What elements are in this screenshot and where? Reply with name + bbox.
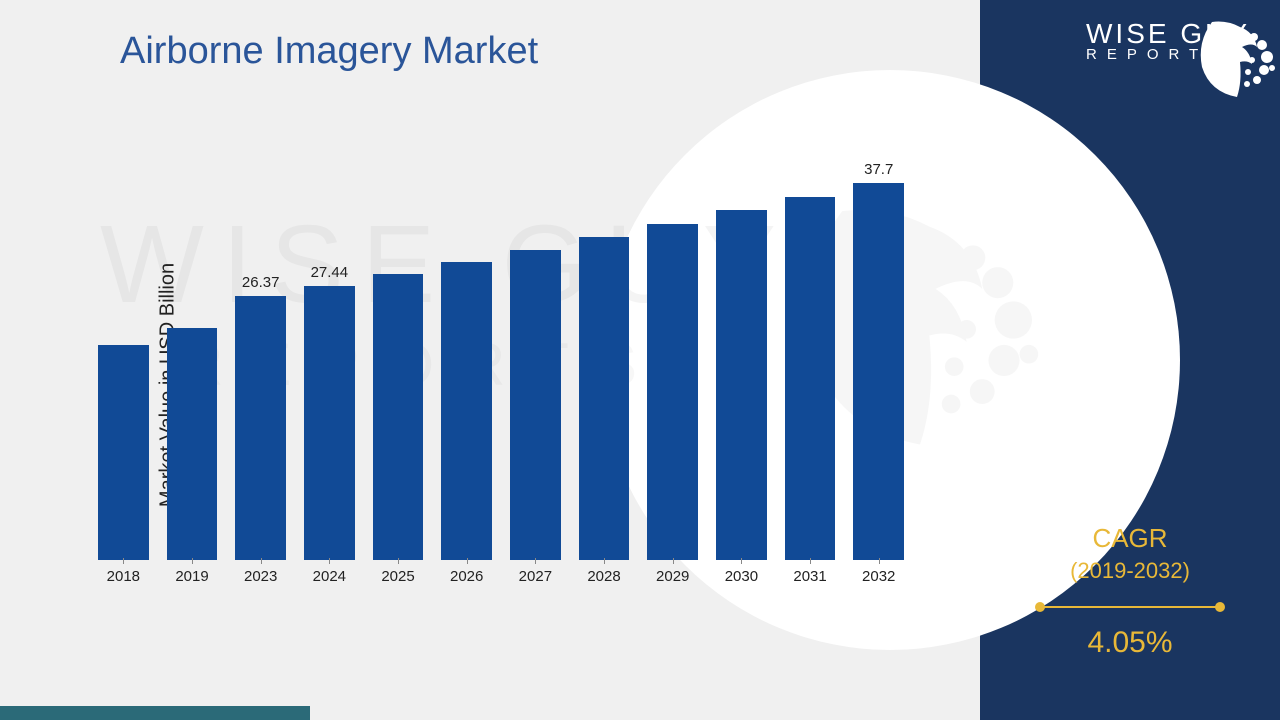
bar-column bbox=[785, 175, 836, 560]
bar bbox=[441, 262, 492, 560]
bar-column: 27.44 bbox=[304, 264, 355, 560]
bar-value-label: 26.37 bbox=[242, 274, 280, 292]
bar bbox=[235, 296, 286, 560]
bar-column bbox=[441, 240, 492, 560]
bar bbox=[304, 286, 355, 560]
bottom-accent-bar bbox=[0, 706, 310, 720]
x-tick-label: 2030 bbox=[716, 562, 767, 585]
bar-column bbox=[716, 188, 767, 560]
bar bbox=[510, 250, 561, 560]
chart-container: Market Value in USD Billion 26.3727.4437… bbox=[60, 160, 910, 610]
cagr-range: (2019-2032) bbox=[1020, 558, 1240, 584]
bar-column bbox=[167, 306, 218, 560]
x-tick-label: 2019 bbox=[167, 562, 218, 585]
bar-column bbox=[373, 252, 424, 560]
bar bbox=[579, 237, 630, 560]
bar-value-label: 27.44 bbox=[311, 264, 349, 282]
x-tick-label: 2027 bbox=[510, 562, 561, 585]
bar-column: 26.37 bbox=[235, 274, 286, 560]
plot-area: 26.37 27.44 37.7 bbox=[92, 160, 910, 560]
bar bbox=[647, 224, 698, 560]
x-tick-label: 2029 bbox=[647, 562, 698, 585]
x-tick-label: 2024 bbox=[304, 562, 355, 585]
x-tick-label: 2023 bbox=[235, 562, 286, 585]
bar bbox=[167, 328, 218, 560]
bar bbox=[373, 274, 424, 560]
bar-column bbox=[98, 323, 149, 560]
x-tick-label: 2032 bbox=[853, 562, 904, 585]
page-root: Airborne Imagery Market WISE GUY REPORTS… bbox=[0, 0, 1280, 720]
bar bbox=[853, 183, 904, 560]
bar-value-label: 37.7 bbox=[864, 161, 893, 179]
bar-column: 37.7 bbox=[853, 161, 904, 560]
bar bbox=[98, 345, 149, 560]
x-tick-label: 2031 bbox=[785, 562, 836, 585]
cagr-label: CAGR bbox=[1020, 523, 1240, 554]
bar-column bbox=[510, 228, 561, 560]
cagr-block: CAGR (2019-2032) 4.05% bbox=[1020, 523, 1240, 660]
cagr-divider bbox=[1040, 606, 1220, 608]
x-axis: 2018 2019 2023 2024 2025 2026 2027 2028 2029 2030… bbox=[92, 562, 910, 585]
bar-column bbox=[647, 202, 698, 560]
chart-title: Airborne Imagery Market bbox=[120, 30, 538, 73]
x-tick-label: 2018 bbox=[98, 562, 149, 585]
bar bbox=[785, 197, 836, 560]
x-tick-label: 2025 bbox=[373, 562, 424, 585]
head-logo-icon bbox=[1192, 12, 1280, 102]
x-tick-label: 2026 bbox=[441, 562, 492, 585]
x-tick-label: 2028 bbox=[579, 562, 630, 585]
bar-column bbox=[579, 215, 630, 560]
cagr-value: 4.05% bbox=[1020, 626, 1240, 660]
bar bbox=[716, 210, 767, 560]
